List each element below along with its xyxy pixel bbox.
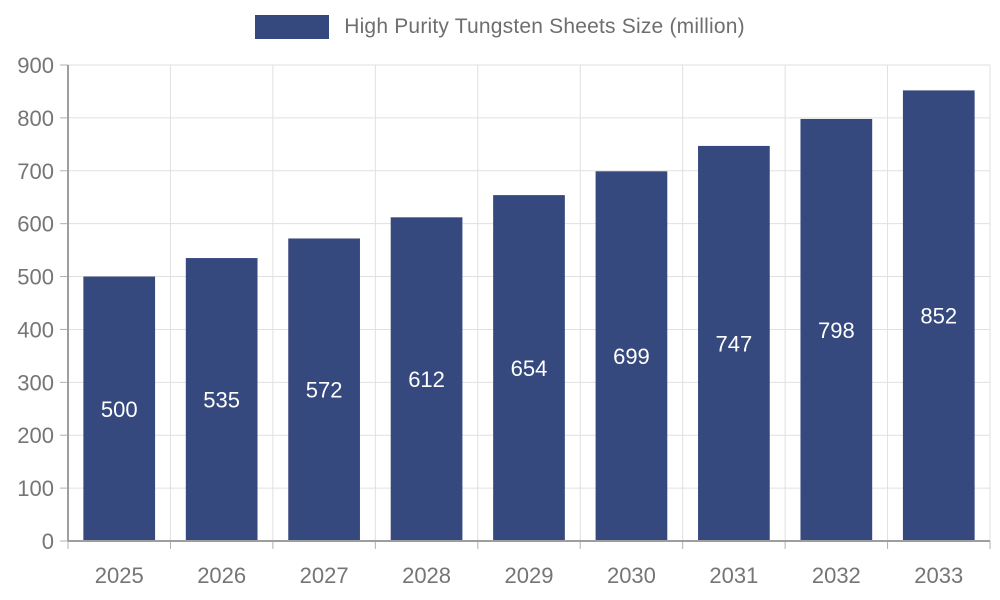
y-axis-label: 0: [42, 529, 54, 554]
bar-2025[interactable]: [83, 276, 156, 541]
bar-value-label: 654: [511, 356, 548, 381]
bar-2026[interactable]: [185, 258, 258, 541]
x-axis-label: 2025: [95, 563, 144, 588]
bar-2027[interactable]: [288, 238, 360, 541]
bar-2032[interactable]: [800, 118, 873, 542]
bar-value-label: 747: [716, 331, 753, 356]
y-axis-label: 700: [17, 159, 54, 184]
x-axis-label: 2031: [709, 563, 758, 588]
bar-value-label: 612: [408, 367, 445, 392]
x-axis-label: 2033: [914, 563, 963, 588]
bar-2028[interactable]: [390, 217, 463, 541]
bar-2033[interactable]: [902, 90, 975, 542]
x-axis-label: 2028: [402, 563, 451, 588]
bar-value-label: 535: [203, 388, 240, 413]
y-axis-label: 100: [17, 476, 54, 501]
y-axis-label: 900: [17, 53, 54, 78]
y-axis-label: 600: [17, 212, 54, 237]
bar-value-label: 852: [920, 304, 957, 329]
bar-value-label: 500: [101, 397, 138, 422]
x-axis-label: 2026: [197, 563, 246, 588]
y-axis-label: 800: [17, 106, 54, 131]
bar-2029[interactable]: [493, 195, 565, 541]
x-axis-label: 2030: [607, 563, 656, 588]
bar-2030[interactable]: [595, 171, 668, 541]
legend-swatch-icon: [255, 15, 330, 39]
y-axis-label: 300: [17, 370, 54, 395]
x-axis-label: 2027: [300, 563, 349, 588]
bar-value-label: 798: [818, 318, 855, 343]
x-axis-label: 2032: [812, 563, 861, 588]
bar-2031[interactable]: [698, 145, 770, 542]
x-axis-label: 2029: [505, 563, 554, 588]
y-axis-label: 200: [17, 423, 54, 448]
bar-value-label: 699: [613, 344, 650, 369]
legend-item[interactable]: High Purity Tungsten Sheets Size (millio…: [0, 15, 1000, 39]
y-axis-label: 500: [17, 265, 54, 290]
y-axis-label: 400: [17, 317, 54, 342]
legend-label: High Purity Tungsten Sheets Size (millio…: [344, 15, 745, 38]
bar-value-label: 572: [306, 378, 343, 403]
